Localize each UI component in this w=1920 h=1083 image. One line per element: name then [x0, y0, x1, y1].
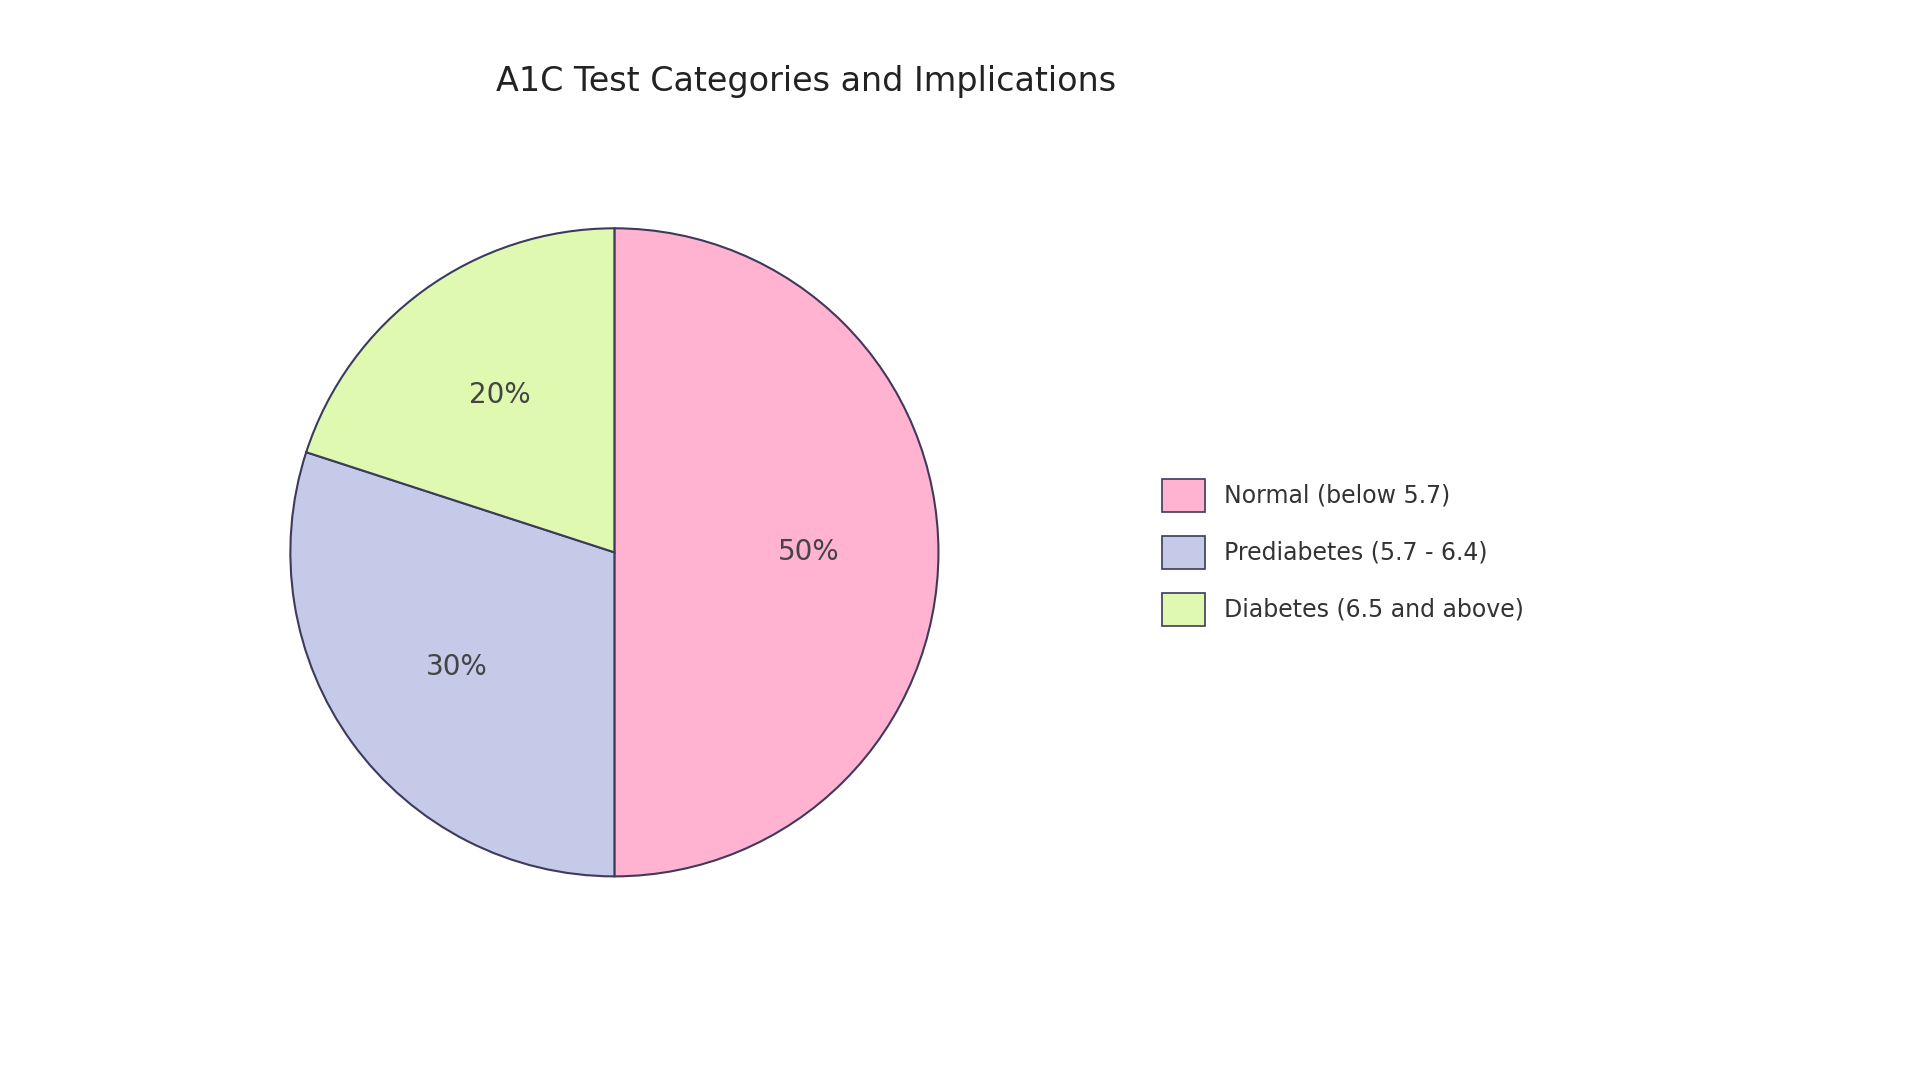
Wedge shape — [305, 229, 614, 552]
Wedge shape — [290, 453, 614, 876]
Text: 50%: 50% — [778, 538, 839, 566]
Text: 30%: 30% — [426, 653, 488, 680]
Text: 20%: 20% — [468, 381, 532, 409]
Legend: Normal (below 5.7), Prediabetes (5.7 - 6.4), Diabetes (6.5 and above): Normal (below 5.7), Prediabetes (5.7 - 6… — [1150, 467, 1536, 638]
Wedge shape — [614, 229, 939, 876]
Text: A1C Test Categories and Implications: A1C Test Categories and Implications — [497, 65, 1116, 97]
